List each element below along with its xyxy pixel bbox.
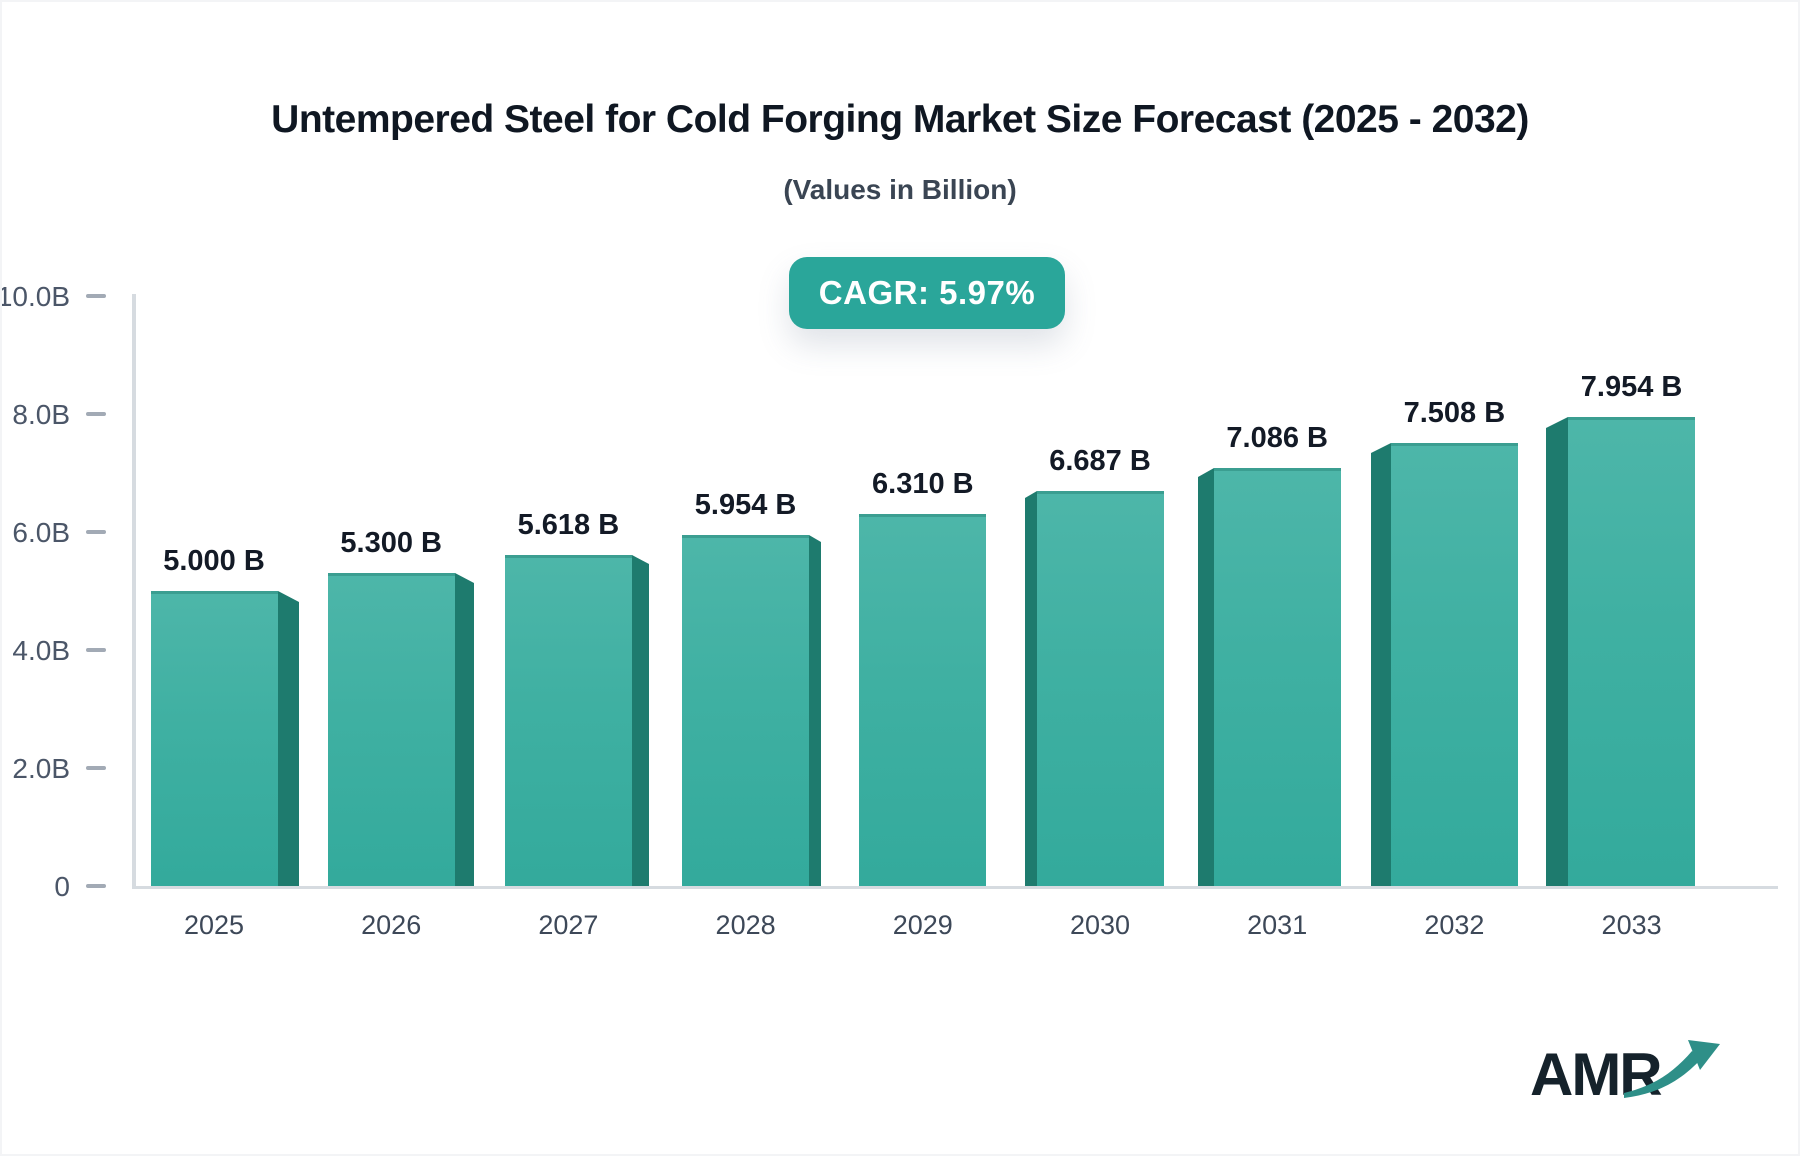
amr-logo-arrow-icon [1624, 1040, 1720, 1098]
amr-logo-text: AMR [1530, 1041, 1663, 1108]
bar-side-face [1546, 417, 1569, 886]
y-tick-mark [86, 530, 106, 534]
y-tick-10.0B: 10.0B [0, 281, 132, 312]
x-axis-label-2031: 2031 [1247, 910, 1308, 940]
y-tick-label: 10.0B [0, 281, 70, 312]
bar-side-face [1024, 491, 1037, 886]
y-tick-label: 4.0B [12, 635, 70, 666]
y-axis-line [132, 294, 136, 888]
x-axis-label-2027: 2027 [538, 910, 599, 940]
bar-front-face [1390, 443, 1518, 886]
chart-title: Untempered Steel for Cold Forging Market… [271, 98, 1529, 141]
bar-value-label-2029: 6.310 B [872, 468, 974, 500]
bar-front-face [504, 555, 632, 886]
bar-2033[interactable] [1546, 417, 1696, 886]
y-tick-2.0B: 2.0B [2, 753, 132, 784]
y-tick-4.0B: 4.0B [2, 635, 132, 666]
bar-side-face [277, 591, 299, 886]
bar-front-face [327, 573, 455, 886]
y-tick-mark [86, 294, 106, 298]
y-tick-6.0B: 6.0B [2, 517, 132, 548]
bar-value-label-2027: 5.618 B [517, 509, 620, 541]
bar-2032[interactable] [1370, 443, 1518, 886]
bar-2029[interactable] [859, 514, 987, 886]
y-tick-mark [86, 766, 106, 770]
x-axis-label-2026: 2026 [361, 910, 422, 940]
bar-value-label-2031: 7.086 B [1226, 422, 1328, 454]
bar-front-face [1036, 491, 1164, 886]
y-tick-mark [86, 884, 106, 888]
bar-2026[interactable] [327, 573, 474, 886]
y-tick-8.0B: 8.0B [2, 399, 132, 430]
bar-value-label-2032: 7.508 B [1403, 397, 1506, 429]
bar-value-label-2033: 7.954 B [1580, 371, 1683, 403]
y-tick-label: 8.0B [12, 399, 70, 430]
cagr-badge: CAGR: 5.97% [789, 257, 1065, 329]
chart-subtitle: (Values in Billion) [783, 174, 1017, 205]
bar-front-face [682, 535, 810, 886]
bar-value-label-2028: 5.954 B [694, 489, 797, 521]
x-axis-label-2029: 2029 [892, 910, 953, 940]
bar-side-face [809, 535, 822, 886]
y-tick-label: 0 [54, 871, 70, 902]
bar-side-face [454, 573, 474, 886]
y-tick-label: 6.0B [12, 517, 70, 548]
bar-2027[interactable] [504, 555, 649, 886]
bar-side-face [1197, 468, 1214, 886]
x-axis-label-2030: 2030 [1069, 910, 1131, 940]
bar-front-face [1568, 417, 1696, 886]
bar-front-face [1213, 468, 1341, 886]
bar-2028[interactable] [682, 535, 822, 886]
x-axis-label-2033: 2033 [1601, 910, 1662, 940]
bar-value-label-2030: 6.687 B [1049, 445, 1151, 477]
bar-2025[interactable] [150, 591, 299, 886]
bar-side-face [1370, 443, 1391, 886]
cagr-badge-label: CAGR: 5.97% [818, 274, 1036, 311]
y-tick-label: 2.0B [12, 753, 70, 784]
x-axis-line [132, 886, 1778, 889]
amr-logo: AMR [1530, 1032, 1740, 1118]
y-tick-mark [86, 648, 106, 652]
bar-2031[interactable] [1197, 468, 1341, 886]
y-tick-0: 0 [2, 871, 132, 902]
bar-front-face [150, 591, 278, 886]
bar-value-label-2026: 5.300 B [340, 527, 442, 559]
x-axis-label-2028: 2028 [715, 910, 776, 940]
bar-side-face [631, 555, 649, 886]
y-tick-mark [86, 412, 106, 416]
bar-value-label-2025: 5.000 B [163, 545, 265, 577]
x-axis-label-2032: 2032 [1424, 910, 1485, 940]
bar-2030[interactable] [1024, 491, 1164, 886]
x-axis-label-2025: 2025 [183, 910, 245, 940]
bar-front-face [859, 514, 987, 886]
